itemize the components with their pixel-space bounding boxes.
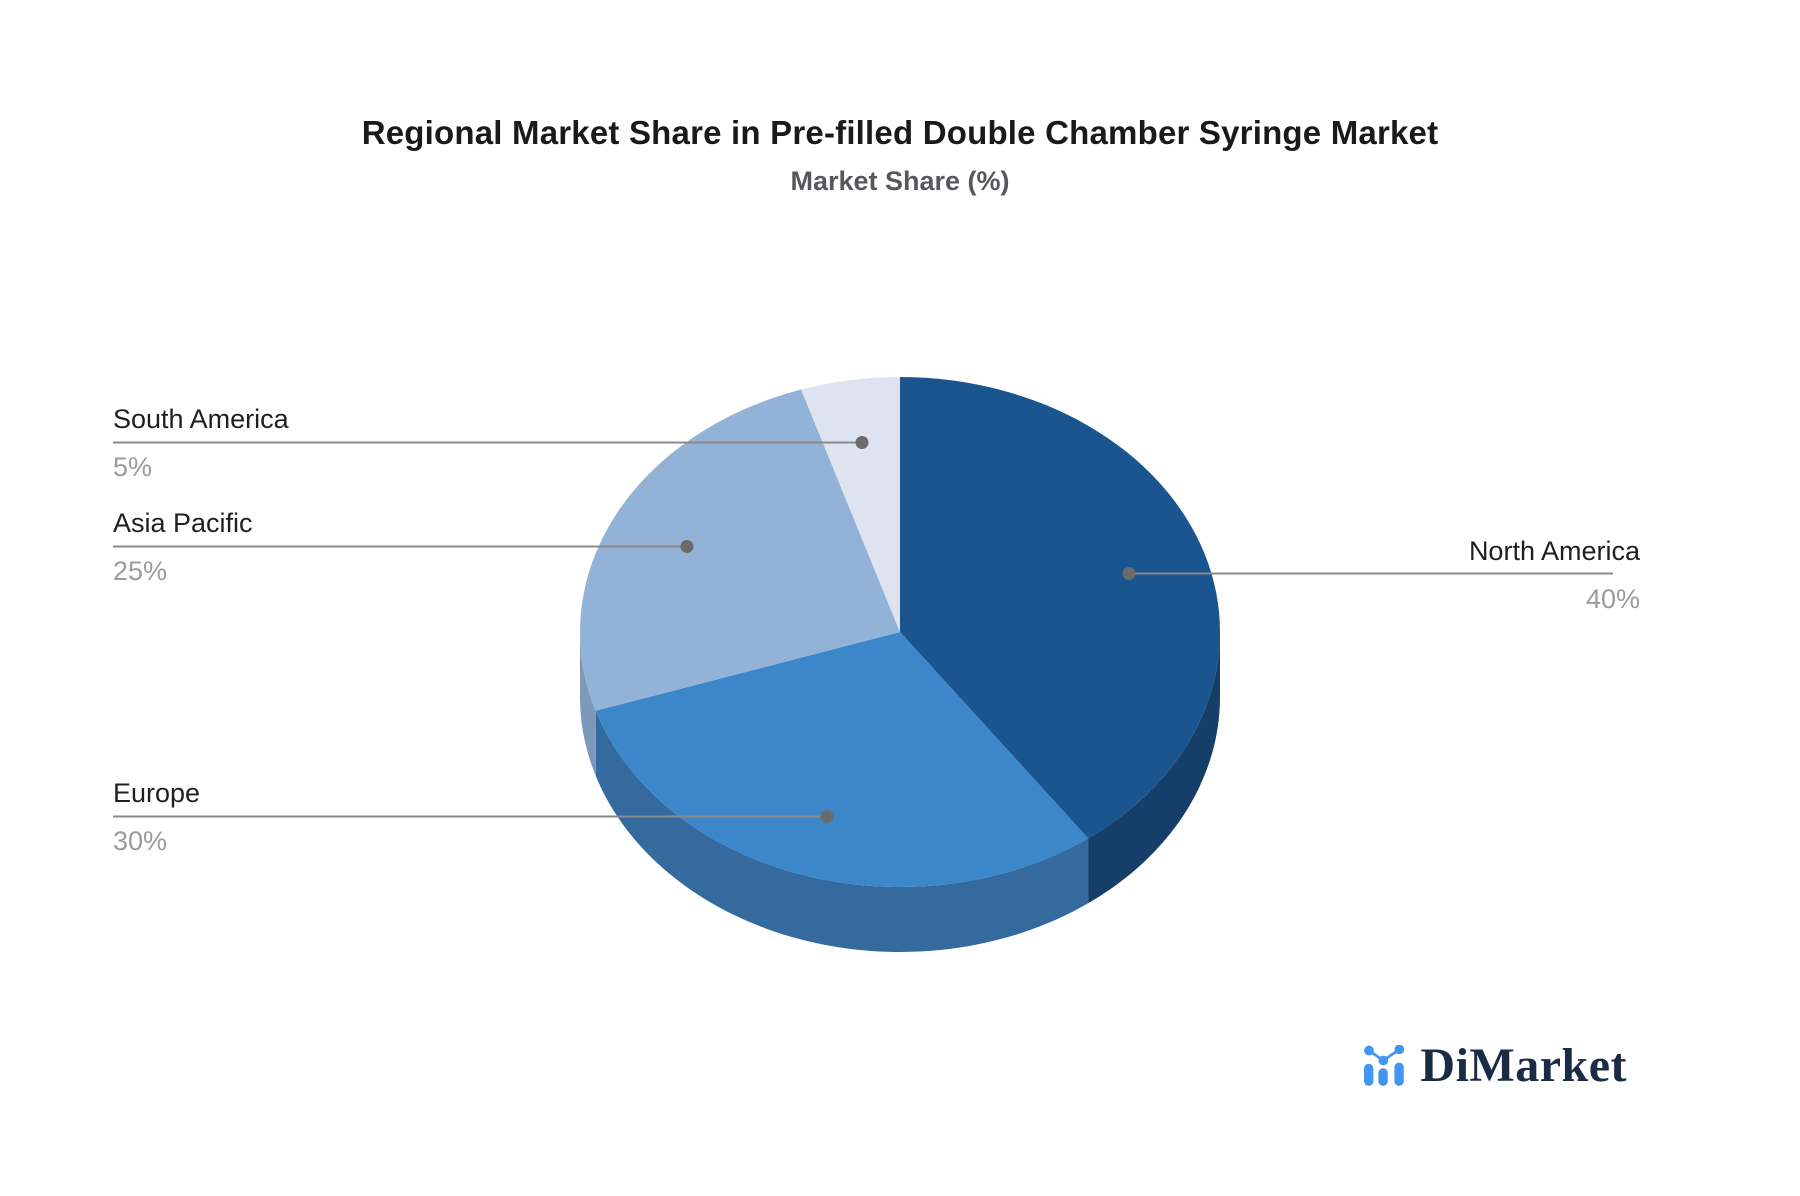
chart-title: Regional Market Share in Pre-filled Doub…: [361, 114, 1439, 151]
region-label-north-america: North America: [1468, 536, 1640, 566]
pie-side-europe: [595, 710, 1089, 952]
region-label-south-america: South America: [113, 404, 289, 434]
leader-dot-south-america: [855, 436, 869, 449]
region-label-europe: Europe: [113, 778, 201, 808]
pie-slice-north-america: [900, 377, 1221, 839]
region-value-europe: 30%: [113, 826, 168, 856]
region-value-north-america: 40%: [1585, 584, 1640, 614]
region-value-south-america: 5%: [113, 452, 153, 482]
region-label-asia-pacific: Asia Pacific: [113, 508, 253, 538]
chart-subtitle: Market Share (%): [790, 166, 1010, 196]
leader-dot-north-america: [1122, 567, 1136, 580]
region-value-asia-pacific: 25%: [113, 556, 168, 586]
pie-slice-asia-pacific: [580, 389, 900, 711]
pie-side-asia-pacific: [580, 632, 596, 776]
brand-name: DiMarket: [1420, 1039, 1627, 1092]
brand-logo: DiMarket: [1362, 1042, 1627, 1090]
pie-side-north-america: [1088, 632, 1220, 904]
bar-line-chart-icon: [1364, 1045, 1405, 1086]
leader-dot-europe: [820, 810, 834, 823]
leader-dot-asia-pacific: [680, 540, 694, 553]
pie-slice-europe: [595, 632, 1089, 887]
pie-slice-south-america: [801, 377, 900, 632]
